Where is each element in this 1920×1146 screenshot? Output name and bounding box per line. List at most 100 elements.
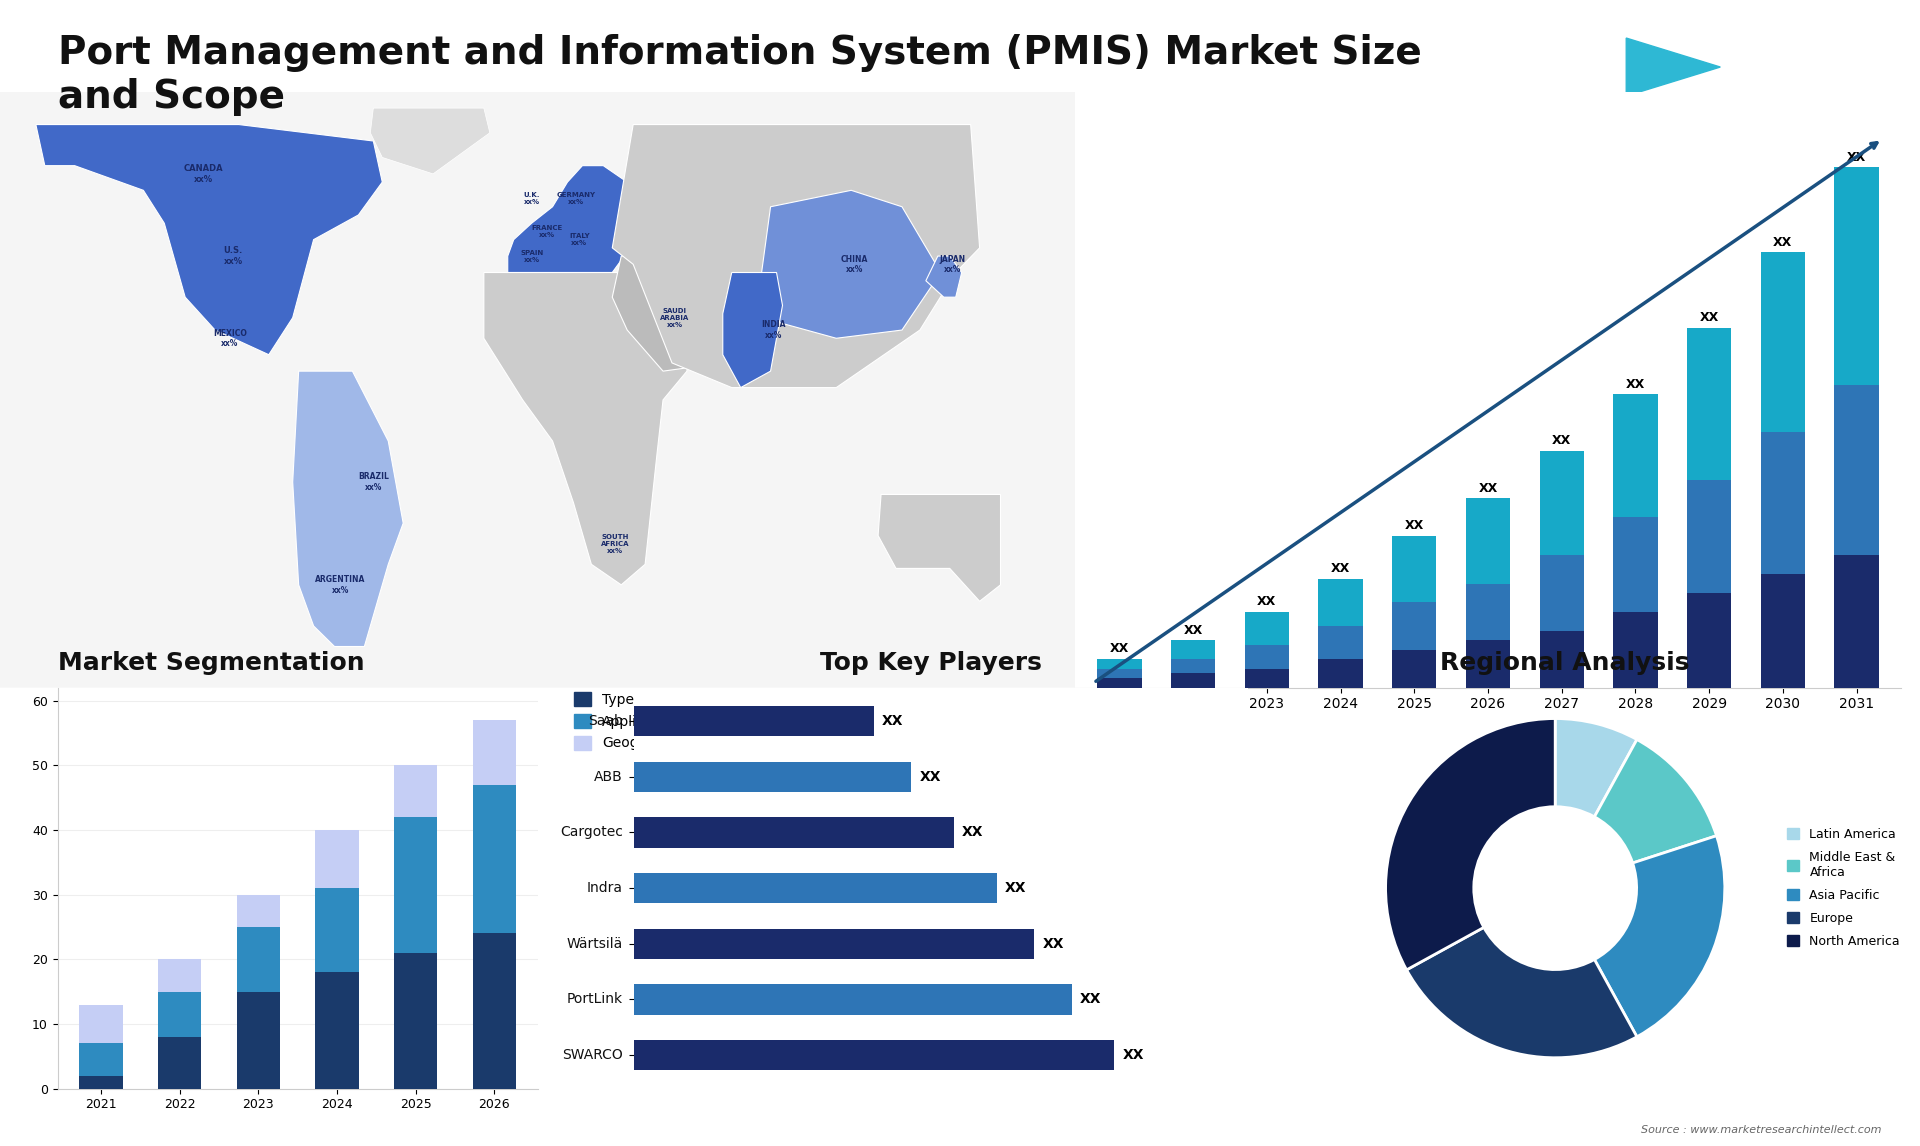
Text: XX: XX xyxy=(1847,150,1866,164)
Text: ITALY
xx%: ITALY xx% xyxy=(568,233,589,246)
Text: CHINA
xx%: CHINA xx% xyxy=(841,254,868,274)
Text: XX: XX xyxy=(1774,236,1793,249)
Circle shape xyxy=(1475,807,1636,970)
Text: XX: XX xyxy=(920,770,941,784)
Text: Indra: Indra xyxy=(588,881,622,895)
Polygon shape xyxy=(722,273,783,387)
Bar xyxy=(1244,612,1288,645)
Text: U.K.
xx%: U.K. xx% xyxy=(524,193,540,205)
Polygon shape xyxy=(292,371,403,646)
Bar xyxy=(1688,592,1732,688)
Bar xyxy=(1392,603,1436,650)
Wedge shape xyxy=(1594,835,1724,1037)
Bar xyxy=(394,952,438,1089)
Bar xyxy=(1465,499,1511,583)
Text: FRANCE
xx%: FRANCE xx% xyxy=(532,225,563,238)
Text: SAUDI
ARABIA
xx%: SAUDI ARABIA xx% xyxy=(660,308,689,328)
Bar xyxy=(394,817,438,952)
Text: Source : www.marketresearchintellect.com: Source : www.marketresearchintellect.com xyxy=(1642,1124,1882,1135)
Bar xyxy=(1613,612,1657,688)
Text: XX: XX xyxy=(1478,481,1498,495)
Legend: Latin America, Middle East &
Africa, Asia Pacific, Europe, North America: Latin America, Middle East & Africa, Asi… xyxy=(1782,823,1905,953)
Wedge shape xyxy=(1407,927,1638,1058)
Bar xyxy=(394,766,438,817)
Bar xyxy=(1171,659,1215,674)
Bar xyxy=(634,1039,1114,1070)
Bar xyxy=(79,1043,123,1076)
Bar xyxy=(236,927,280,991)
Text: XX: XX xyxy=(1331,562,1350,575)
Bar xyxy=(634,761,912,792)
Bar xyxy=(157,959,202,991)
Polygon shape xyxy=(507,166,641,273)
Bar xyxy=(157,991,202,1037)
FancyBboxPatch shape xyxy=(0,92,1075,688)
Text: XX: XX xyxy=(1183,623,1202,636)
Bar xyxy=(634,984,1071,1015)
Bar xyxy=(472,934,516,1089)
Text: U.S.
xx%: U.S. xx% xyxy=(223,246,242,266)
Bar xyxy=(1834,385,1878,555)
Bar xyxy=(1613,517,1657,612)
Bar xyxy=(472,720,516,785)
Text: XX: XX xyxy=(962,825,983,840)
Text: BRAZIL
xx%: BRAZIL xx% xyxy=(357,472,388,492)
Bar xyxy=(1834,555,1878,688)
Polygon shape xyxy=(762,190,941,338)
Bar xyxy=(1171,674,1215,688)
Text: Saab: Saab xyxy=(588,714,622,728)
Polygon shape xyxy=(484,273,693,584)
Bar xyxy=(1244,668,1288,688)
Text: ARGENTINA
xx%: ARGENTINA xx% xyxy=(315,575,365,595)
Polygon shape xyxy=(612,248,722,371)
Bar xyxy=(634,873,996,903)
Bar xyxy=(1613,394,1657,517)
Bar xyxy=(1392,650,1436,688)
Bar xyxy=(1688,479,1732,592)
Bar xyxy=(1540,452,1584,555)
Bar xyxy=(634,928,1035,959)
Bar xyxy=(1761,252,1805,432)
Text: INDIA
xx%: INDIA xx% xyxy=(762,321,785,339)
Bar xyxy=(634,817,954,848)
Bar xyxy=(1098,659,1142,668)
Text: Port Management and Information System (PMIS) Market Size
and Scope: Port Management and Information System (… xyxy=(58,34,1421,117)
Text: XX: XX xyxy=(1004,881,1027,895)
Text: XX: XX xyxy=(1123,1049,1144,1062)
Text: Wärtsilä: Wärtsilä xyxy=(566,936,622,951)
Wedge shape xyxy=(1555,719,1638,817)
Bar xyxy=(1319,579,1363,626)
Text: Regional Analysis: Regional Analysis xyxy=(1440,651,1690,675)
Bar xyxy=(79,1076,123,1089)
Text: XX: XX xyxy=(1110,643,1129,656)
Bar xyxy=(1540,555,1584,630)
Bar xyxy=(1761,574,1805,688)
Polygon shape xyxy=(877,494,1000,602)
Polygon shape xyxy=(925,256,962,297)
Bar xyxy=(1171,641,1215,659)
Polygon shape xyxy=(1626,38,1720,96)
Text: CANADA
xx%: CANADA xx% xyxy=(182,164,223,183)
Bar xyxy=(1761,432,1805,574)
Text: SOUTH
AFRICA
xx%: SOUTH AFRICA xx% xyxy=(601,534,630,554)
Text: PortLink: PortLink xyxy=(566,992,622,1006)
Text: XX: XX xyxy=(1258,595,1277,609)
Text: XX: XX xyxy=(1043,936,1064,951)
Text: XX: XX xyxy=(1405,519,1425,533)
Wedge shape xyxy=(1386,719,1555,970)
Bar xyxy=(1688,328,1732,479)
Polygon shape xyxy=(371,108,490,174)
Text: ABB: ABB xyxy=(593,770,622,784)
Bar xyxy=(236,991,280,1089)
Text: Cargotec: Cargotec xyxy=(561,825,622,840)
Bar xyxy=(1465,583,1511,641)
Text: XX: XX xyxy=(1079,992,1102,1006)
Bar xyxy=(315,888,359,972)
Bar xyxy=(315,830,359,888)
Text: GERMANY
xx%: GERMANY xx% xyxy=(557,193,595,205)
Text: XX: XX xyxy=(1699,312,1718,324)
Bar xyxy=(634,706,874,737)
Bar xyxy=(1834,167,1878,385)
Bar xyxy=(1244,645,1288,668)
Bar xyxy=(79,1005,123,1043)
